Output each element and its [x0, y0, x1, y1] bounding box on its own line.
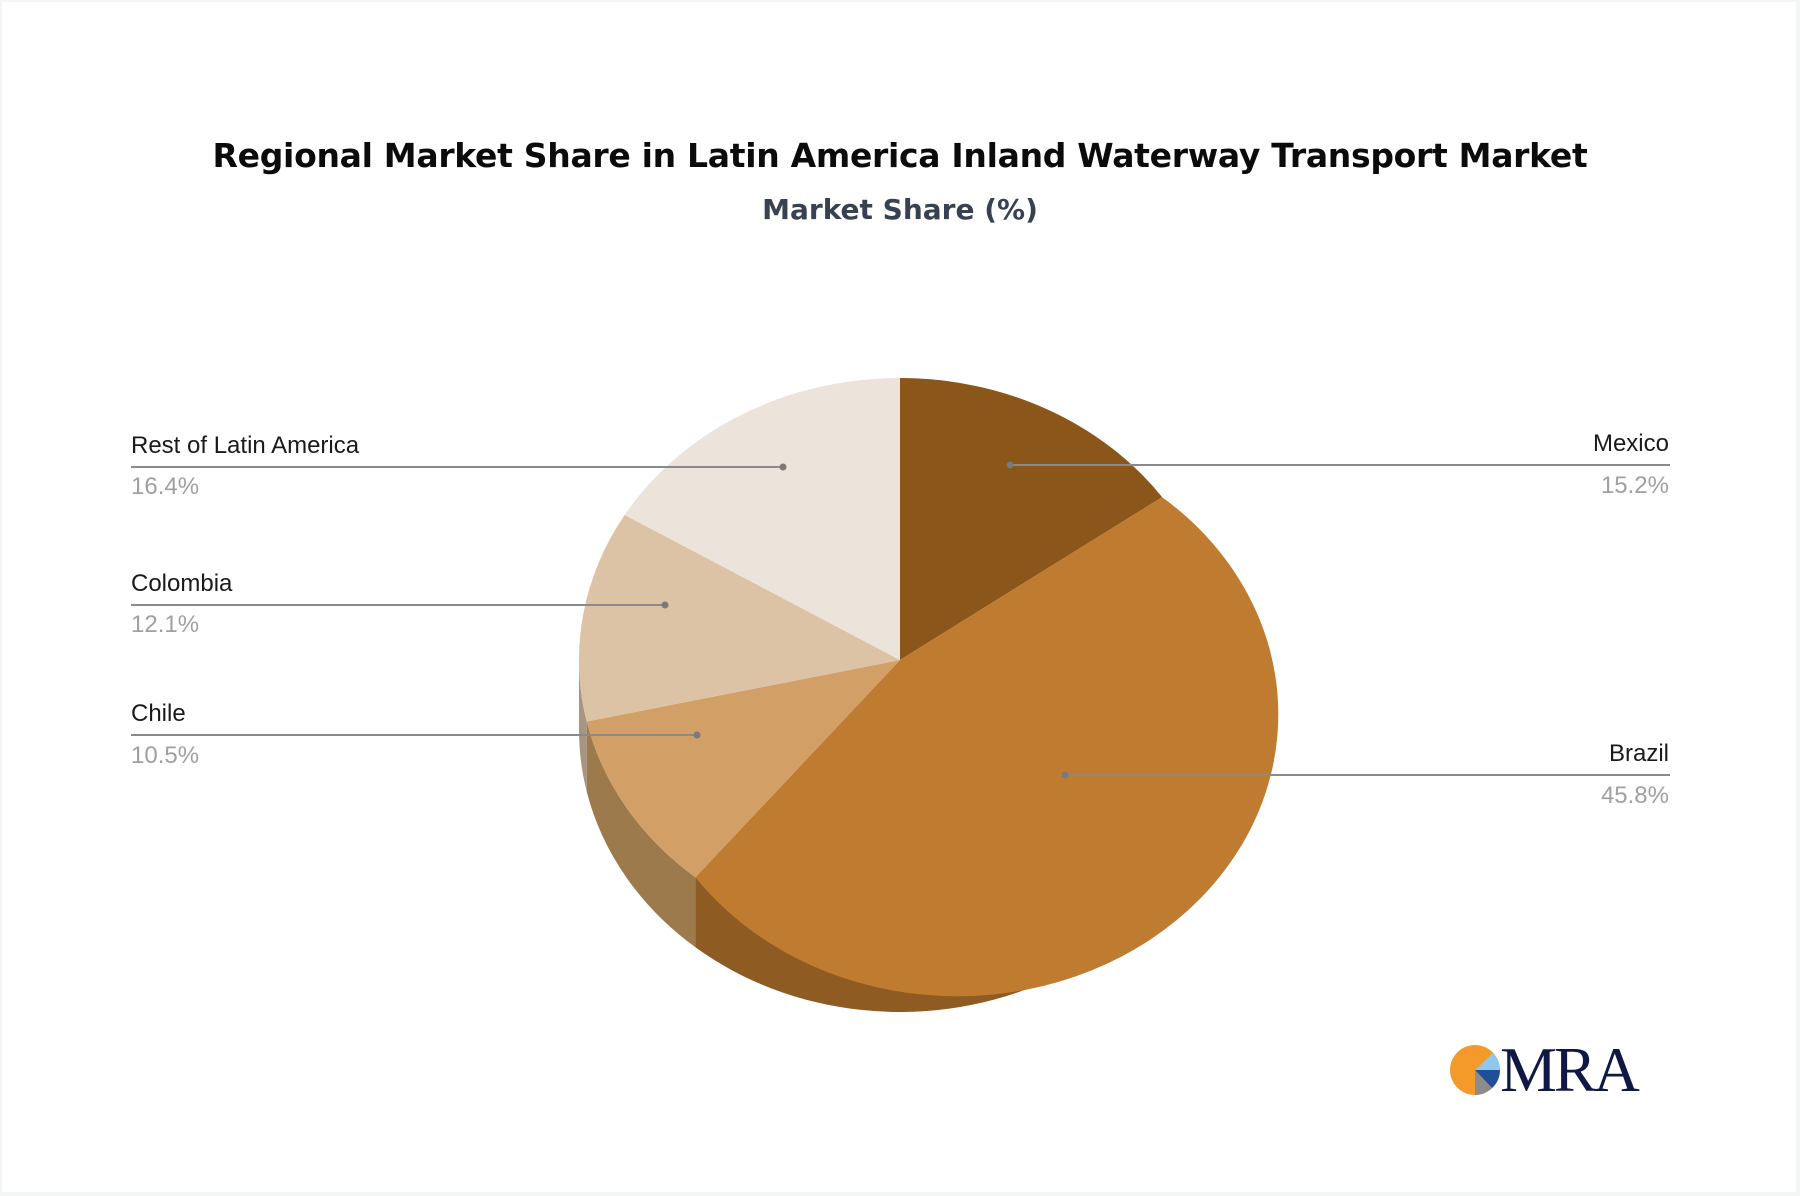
- chart-title: Regional Market Share in Latin America I…: [212, 136, 1588, 175]
- leader-dot-mexico: [1006, 461, 1014, 469]
- slice-side-colombia: [579, 660, 587, 792]
- leader-dot-chile: [693, 731, 701, 739]
- label-rest-of-latin-america: Rest of Latin America: [131, 432, 360, 459]
- leader-dot-brazil: [1061, 771, 1069, 779]
- label-colombia: Colombia: [131, 570, 233, 597]
- leader-dot-colombia: [661, 601, 669, 609]
- mra-logo-icon: [1450, 1045, 1500, 1095]
- label-mexico: Mexico: [1592, 430, 1669, 457]
- logo-text: MRA: [1500, 1034, 1640, 1105]
- slice-chile[interactable]: [586, 660, 900, 878]
- slice-colombia[interactable]: [578, 514, 900, 722]
- label-brazil: Brazil: [1608, 740, 1669, 767]
- value-brazil: 45.8%: [1600, 782, 1669, 809]
- value-rest-of-latin-america: 16.4%: [131, 473, 200, 500]
- slice-rest-of-latin-america[interactable]: [624, 377, 900, 660]
- leader-dot-rest: [779, 463, 787, 471]
- label-chile: Chile: [131, 700, 186, 727]
- value-chile: 10.5%: [131, 742, 200, 769]
- chart-subtitle: Market Share (%): [762, 193, 1038, 226]
- slice-side-chile: [586, 721, 696, 948]
- value-colombia: 12.1%: [131, 611, 200, 638]
- slice-mexico[interactable]: [900, 378, 1163, 660]
- value-mexico: 15.2%: [1600, 472, 1669, 499]
- slice-brazil[interactable]: [695, 497, 1279, 997]
